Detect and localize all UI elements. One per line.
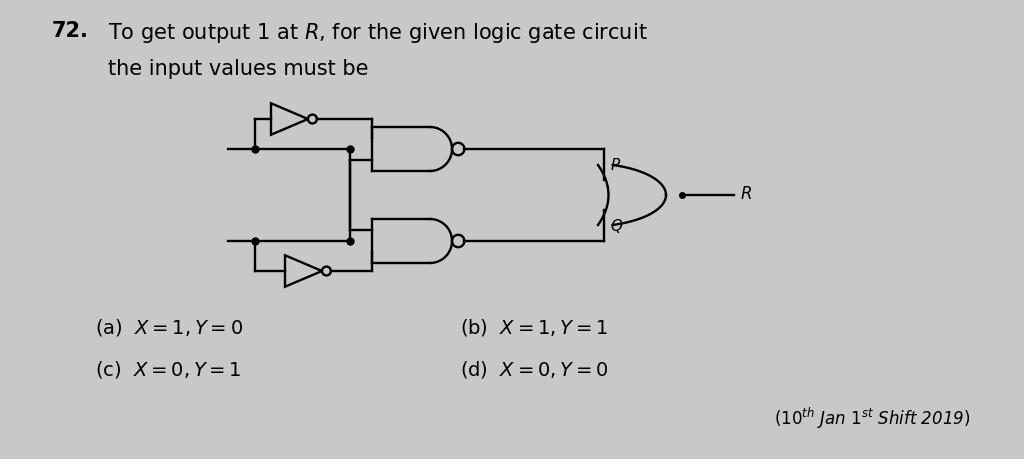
Text: the input values must be: the input values must be <box>108 59 369 79</box>
Text: (b)  $X = 1, Y = 1$: (b) $X = 1, Y = 1$ <box>460 317 608 338</box>
Text: (d)  $X = 0, Y = 0$: (d) $X = 0, Y = 0$ <box>460 359 608 380</box>
Text: 72.: 72. <box>52 21 89 41</box>
Text: (a)  $X = 1, Y = 0$: (a) $X = 1, Y = 0$ <box>95 317 243 338</box>
Text: $(10^{th}$ Jan $1^{st}$ Shift 2019$)$: $(10^{th}$ Jan $1^{st}$ Shift 2019$)$ <box>774 406 970 431</box>
Text: To get output 1 at $R$, for the given logic gate circuit: To get output 1 at $R$, for the given lo… <box>108 21 647 45</box>
Text: (c)  $X = 0, Y = 1$: (c) $X = 0, Y = 1$ <box>95 359 242 380</box>
Text: $R$: $R$ <box>740 185 752 203</box>
Text: $Q$: $Q$ <box>610 217 624 235</box>
Text: $P$: $P$ <box>610 157 621 173</box>
